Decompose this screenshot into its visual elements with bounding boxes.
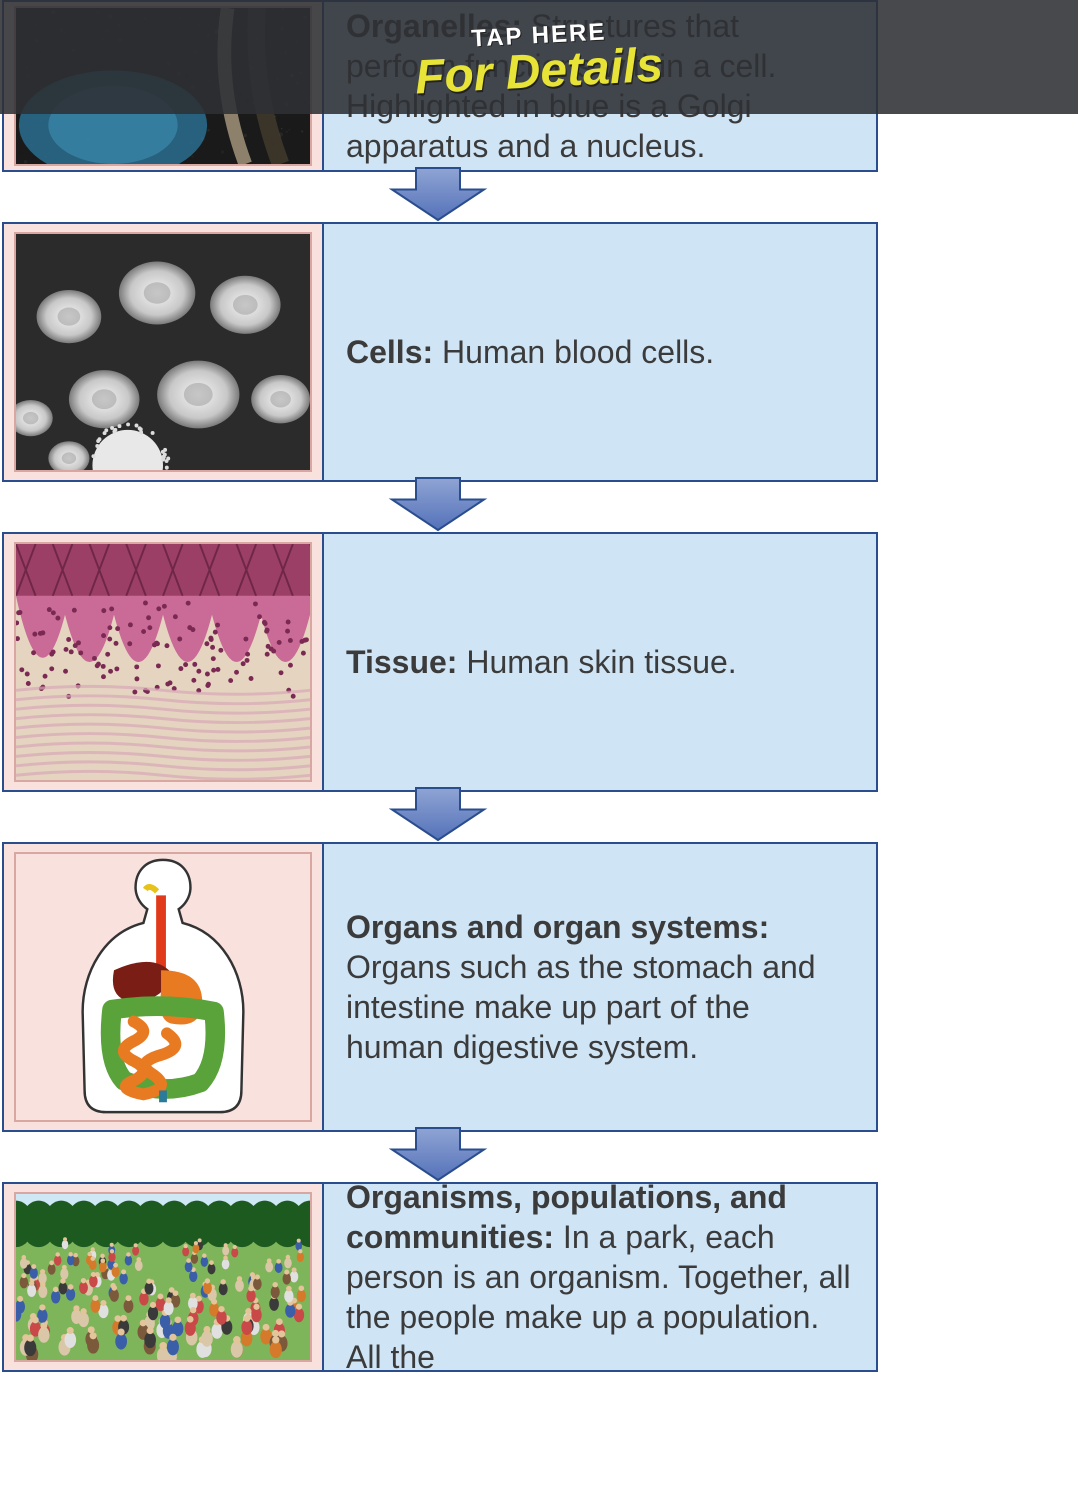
text-tissue: Tissue: Human skin tissue.: [346, 642, 737, 682]
desc-cells: Human blood cells.: [433, 334, 714, 370]
desc-organs: Organs such as the stomach and intestine…: [346, 949, 816, 1065]
text-cell-tissue: Tissue: Human skin tissue.: [324, 534, 876, 790]
banner-details-text: For Details: [414, 37, 665, 105]
image-tissue: [14, 542, 312, 782]
card-tissue: Tissue: Human skin tissue.: [2, 532, 878, 792]
card-organs: Organs and organ systems: Organs such as…: [2, 842, 878, 1132]
text-organs: Organs and organ systems: Organs such as…: [346, 907, 854, 1067]
image-organisms: [14, 1192, 312, 1362]
down-arrow-icon: [388, 786, 488, 847]
gap-after-organelles: [0, 172, 876, 222]
down-arrow-icon: [388, 166, 488, 227]
image-cells: [14, 232, 312, 472]
image-cell-tissue: [4, 534, 324, 790]
card-organisms: Organisms, populations, and communities:…: [2, 1182, 878, 1372]
label-tissue: Tissue:: [346, 644, 457, 680]
label-cells: Cells:: [346, 334, 433, 370]
down-arrow-icon: [388, 476, 488, 537]
image-cell-cells: [4, 224, 324, 480]
text-organisms: Organisms, populations, and communities:…: [346, 1177, 854, 1377]
text-cell-organs: Organs and organ systems: Organs such as…: [324, 844, 876, 1130]
diagram-container: TAP HERE For Details Organelles: Structu…: [0, 0, 1078, 1372]
image-organs: [14, 852, 312, 1122]
text-cells: Cells: Human blood cells.: [346, 332, 714, 372]
tap-here-banner[interactable]: TAP HERE For Details: [0, 0, 1078, 114]
image-cell-organs: [4, 844, 324, 1130]
gap-after-tissue: [0, 792, 876, 842]
image-cell-organisms: [4, 1184, 324, 1370]
card-cells: Cells: Human blood cells.: [2, 222, 878, 482]
gap-after-organs: [0, 1132, 876, 1182]
desc-tissue: Human skin tissue.: [457, 644, 736, 680]
text-cell-organisms: Organisms, populations, and communities:…: [324, 1184, 876, 1370]
gap-after-cells: [0, 482, 876, 532]
label-organs: Organs and organ systems:: [346, 909, 769, 945]
text-cell-cells: Cells: Human blood cells.: [324, 224, 876, 480]
